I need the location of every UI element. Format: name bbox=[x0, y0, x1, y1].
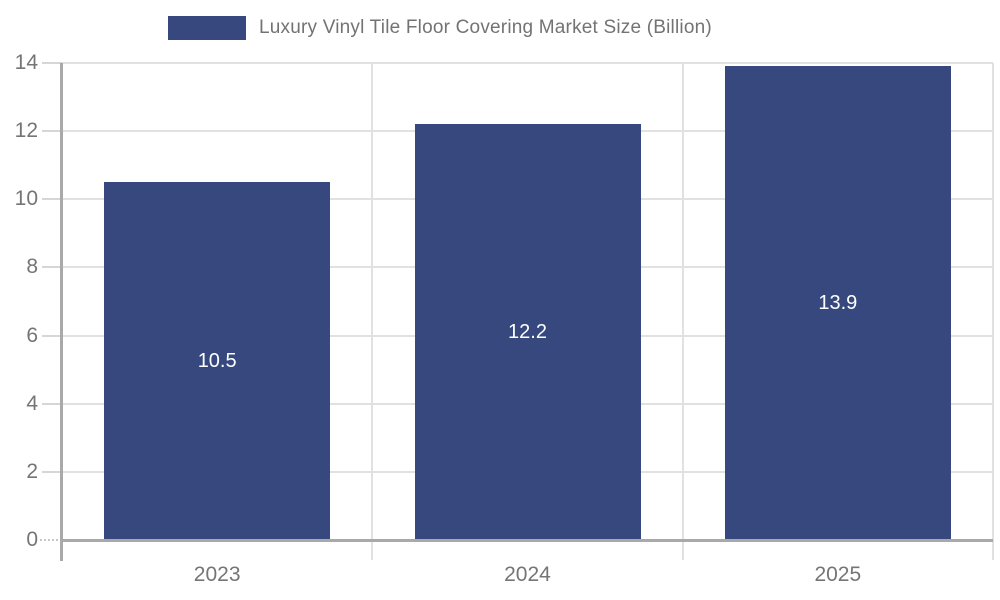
y-axis-tick bbox=[42, 130, 62, 133]
x-axis-label: 2025 bbox=[814, 563, 862, 586]
x-axis-tick bbox=[992, 540, 994, 560]
y-axis-label: 0 bbox=[26, 528, 38, 551]
y-axis-line bbox=[60, 63, 63, 561]
y-axis-label: 12 bbox=[14, 119, 38, 143]
y-axis-label: 14 bbox=[14, 51, 38, 74]
x-axis-label: 2023 bbox=[193, 563, 241, 586]
y-axis-label: 4 bbox=[26, 391, 38, 415]
y-axis-tick bbox=[42, 62, 62, 64]
bar-value-label: 13.9 bbox=[818, 292, 858, 315]
y-axis-label: 10 bbox=[14, 187, 38, 211]
x-axis-label: 2024 bbox=[504, 563, 551, 586]
bar-value-label: 12.2 bbox=[508, 321, 547, 344]
legend-label: Luxury Vinyl Tile Floor Covering Market … bbox=[259, 17, 712, 38]
x-axis-tick bbox=[371, 540, 374, 560]
gridline-vertical bbox=[371, 63, 374, 540]
y-axis-label: 6 bbox=[26, 323, 38, 347]
bar bbox=[414, 124, 641, 540]
y-axis-tick-zero bbox=[40, 539, 62, 541]
chart-legend: Luxury Vinyl Tile Floor Covering Market … bbox=[168, 16, 712, 40]
y-axis-tick bbox=[42, 198, 62, 201]
y-axis-label: 8 bbox=[26, 255, 38, 279]
gridline-vertical bbox=[992, 63, 994, 540]
y-axis-tick bbox=[42, 402, 62, 405]
y-axis-label: 2 bbox=[26, 459, 38, 483]
y-axis-tick bbox=[42, 266, 62, 269]
legend-swatch bbox=[168, 16, 246, 40]
x-axis-tick bbox=[681, 540, 684, 560]
x-axis-line bbox=[62, 539, 993, 542]
y-axis-tick bbox=[42, 470, 62, 473]
y-axis-tick bbox=[42, 334, 62, 337]
gridline-vertical bbox=[681, 63, 684, 540]
bar-value-label: 10.5 bbox=[197, 350, 237, 373]
gridline-horizontal bbox=[62, 62, 993, 64]
bar bbox=[724, 66, 951, 540]
bar bbox=[104, 182, 331, 540]
